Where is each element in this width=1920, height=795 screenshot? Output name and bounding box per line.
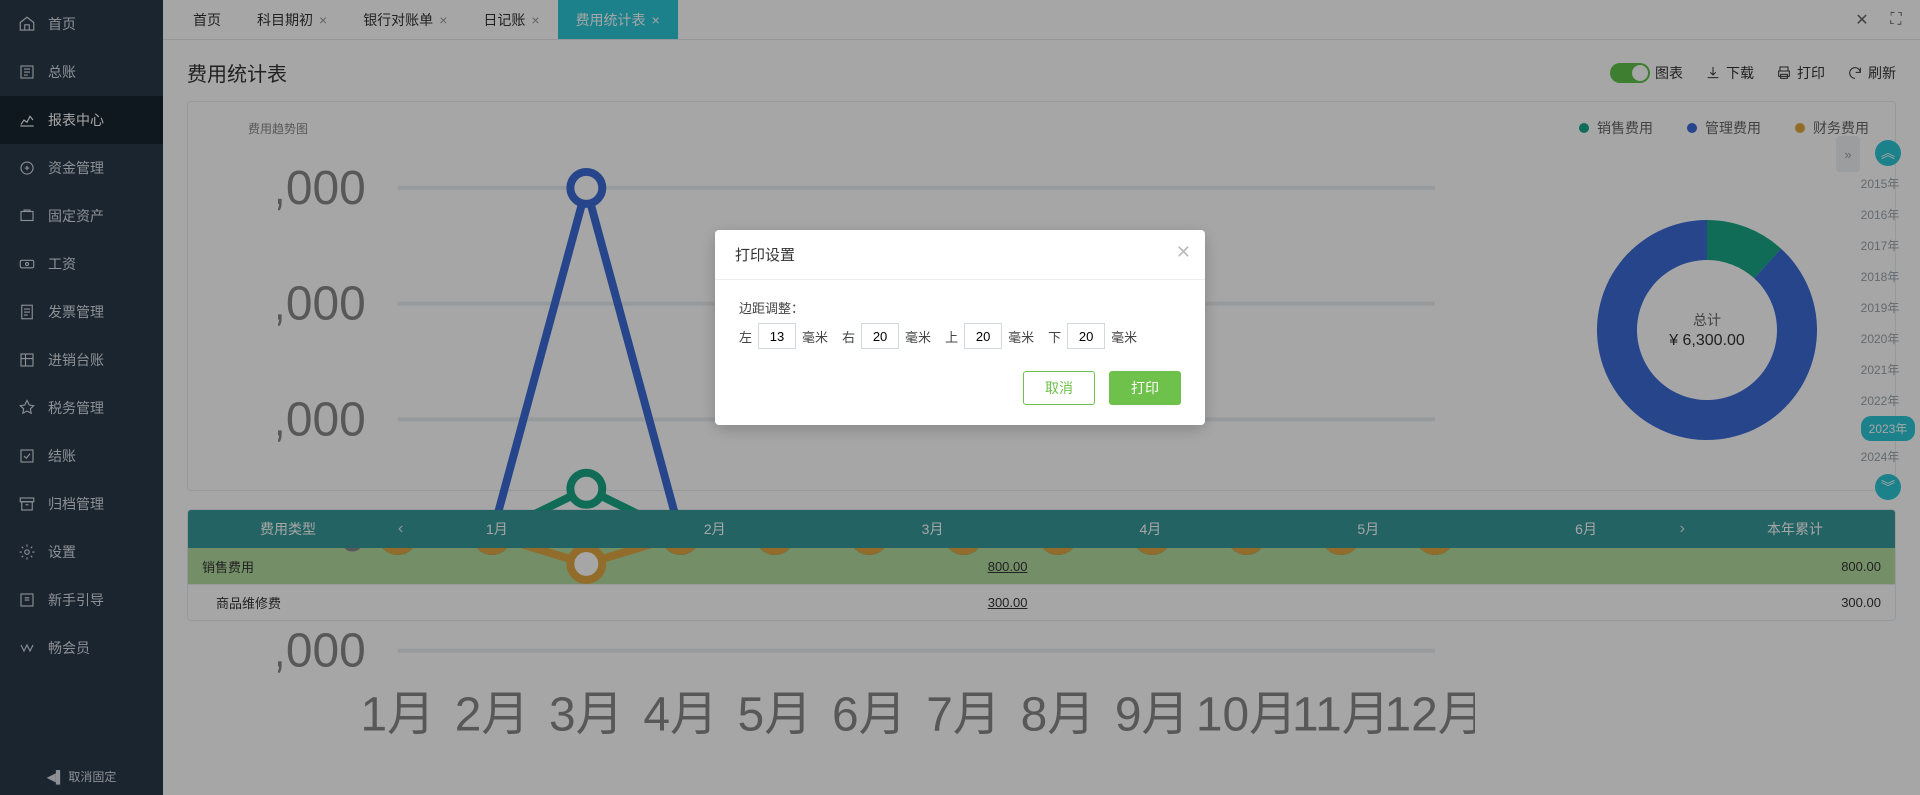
margin-input-下[interactable] (1067, 323, 1105, 349)
margin-side-label: 右 (842, 327, 855, 346)
margin-side-label: 下 (1048, 327, 1061, 346)
print-settings-modal: 打印设置 ✕ 边距调整： 左 毫米右 毫米上 毫米下 毫米 取消 打印 (715, 230, 1205, 425)
modal-title: 打印设置 (735, 247, 795, 264)
margin-input-右[interactable] (861, 323, 899, 349)
margin-unit: 毫米 (1008, 327, 1034, 346)
margin-unit: 毫米 (905, 327, 931, 346)
margin-unit: 毫米 (1111, 327, 1137, 346)
modal-close-button[interactable]: ✕ (1176, 242, 1191, 263)
margin-input-上[interactable] (964, 323, 1002, 349)
margin-side-label: 上 (945, 327, 958, 346)
margin-input-左[interactable] (758, 323, 796, 349)
modal-overlay[interactable]: 打印设置 ✕ 边距调整： 左 毫米右 毫米上 毫米下 毫米 取消 打印 (0, 0, 1920, 795)
modal-cancel-button[interactable]: 取消 (1023, 371, 1095, 405)
modal-confirm-button[interactable]: 打印 (1109, 371, 1181, 405)
margin-unit: 毫米 (802, 327, 828, 346)
margin-side-label: 左 (739, 327, 752, 346)
margin-label: 边距调整： (739, 298, 804, 317)
